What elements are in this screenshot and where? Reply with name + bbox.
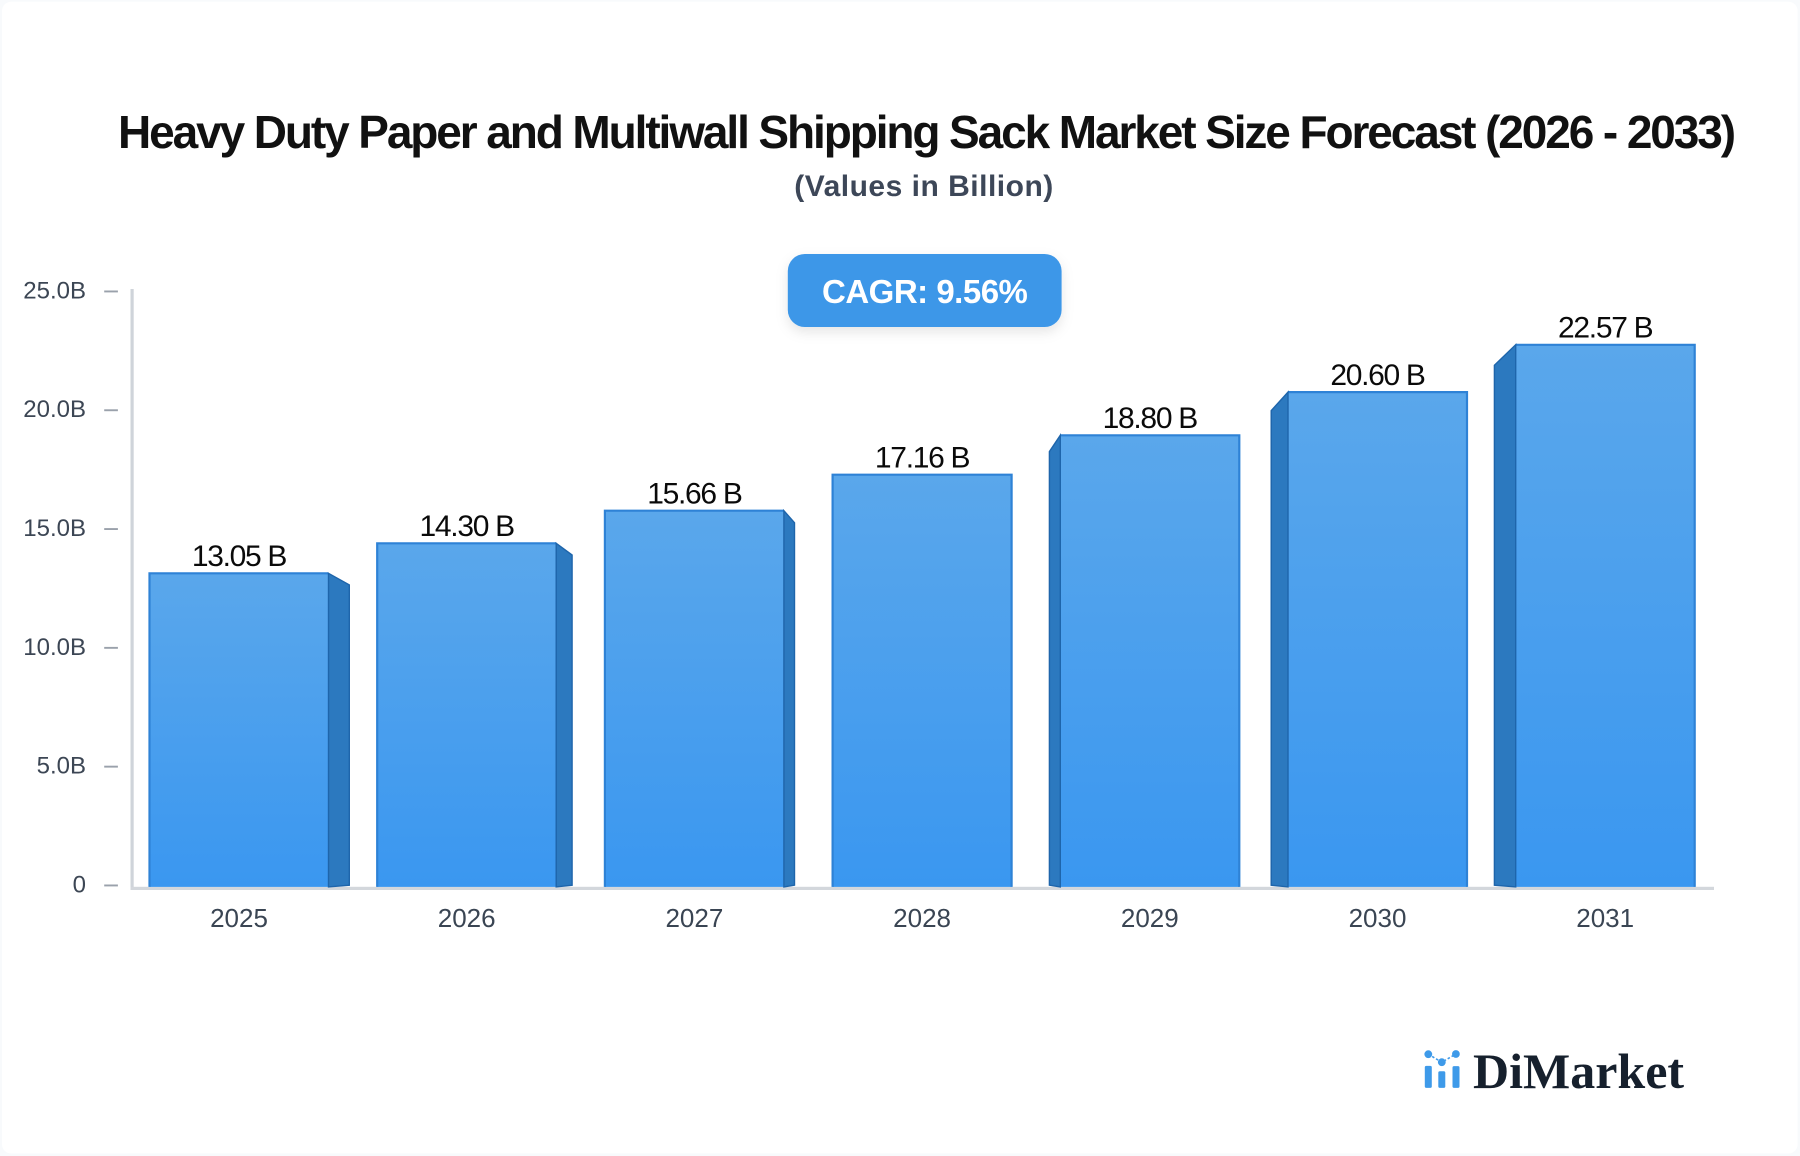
- svg-text:2031: 2031: [1576, 903, 1634, 933]
- svg-text:22.57 B: 22.57 B: [1558, 312, 1653, 345]
- svg-text:2027: 2027: [665, 903, 723, 933]
- svg-text:20.0B: 20.0B: [23, 396, 86, 423]
- svg-text:17.16 B: 17.16 B: [875, 441, 970, 474]
- svg-text:DiMarket: DiMarket: [1473, 1043, 1684, 1099]
- svg-text:2026: 2026: [438, 903, 496, 933]
- svg-text:10.0B: 10.0B: [23, 634, 86, 661]
- svg-text:25.0B: 25.0B: [23, 277, 86, 304]
- svg-text:2025: 2025: [210, 903, 268, 933]
- svg-text:2029: 2029: [1121, 903, 1179, 933]
- svg-text:(Values in Billion): (Values in Billion): [794, 170, 1054, 203]
- svg-text:CAGR: 9.56%: CAGR: 9.56%: [822, 273, 1028, 310]
- svg-text:0: 0: [73, 871, 86, 898]
- svg-text:Heavy Duty Paper and Multiwall: Heavy Duty Paper and Multiwall Shipping …: [118, 106, 1735, 158]
- svg-text:18.80 B: 18.80 B: [1103, 402, 1198, 435]
- svg-text:15.66 B: 15.66 B: [647, 477, 742, 510]
- svg-text:2028: 2028: [893, 903, 951, 933]
- svg-text:5.0B: 5.0B: [37, 753, 86, 780]
- svg-text:14.30 B: 14.30 B: [420, 510, 515, 543]
- svg-text:15.0B: 15.0B: [23, 515, 86, 542]
- svg-text:20.60 B: 20.60 B: [1330, 359, 1425, 392]
- svg-text:2030: 2030: [1349, 903, 1407, 933]
- svg-text:13.05 B: 13.05 B: [192, 540, 287, 573]
